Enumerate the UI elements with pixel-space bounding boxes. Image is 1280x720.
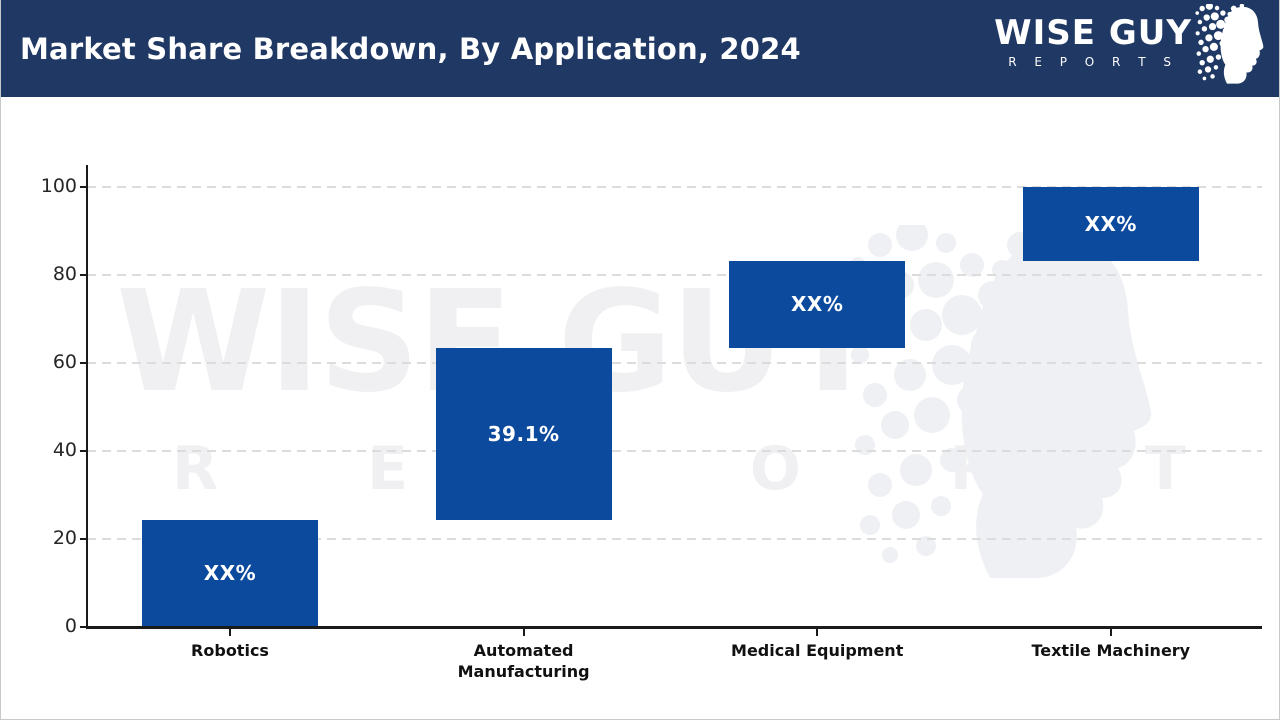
bar-value-label-medical-equipment: XX%: [790, 292, 844, 317]
x-tick-medical-equipment: [816, 629, 819, 636]
category-label-automated-manufacturing: Automated Manufacturing: [457, 641, 590, 681]
bar-value-label-textile-machinery: XX%: [1084, 212, 1137, 237]
y-tick-label-60: 60: [52, 351, 77, 373]
gridline-60: [87, 362, 1262, 364]
page-title: Market Share Breakdown, By Application, …: [20, 31, 801, 66]
bar-textile-machinery: XX%: [1022, 187, 1199, 262]
header-band: Market Share Breakdown, By Application, …: [0, 0, 1280, 97]
wiseguy-face-icon: [1195, 4, 1264, 84]
y-tick-60: [80, 362, 87, 364]
gridline-100: [87, 186, 1262, 188]
category-label-textile-machinery: Textile Machinery: [1031, 641, 1191, 660]
x-axis-line: [86, 626, 1262, 629]
x-tick-textile-machinery: [1109, 629, 1112, 636]
y-tick-label-80: 80: [52, 263, 77, 285]
x-tick-automated-manufacturing: [522, 629, 525, 636]
wiseguy-logo: WISE GUY R E P O R T S: [994, 14, 1192, 69]
category-label-robotics: Robotics: [191, 641, 269, 660]
chart-plot-area: WISE GUY R E P O R T S 020406080100XX%Ro…: [0, 97, 1280, 720]
y-tick-20: [80, 538, 87, 540]
bar-value-label-automated-manufacturing: 39.1%: [487, 421, 560, 446]
gridline-80: [87, 274, 1262, 276]
gridline-20: [87, 538, 1262, 540]
y-tick-100: [80, 186, 87, 188]
y-axis-line: [86, 165, 88, 629]
y-tick-80: [80, 274, 87, 276]
bar-robotics: XX%: [142, 519, 318, 627]
y-tick-label-20: 20: [52, 527, 77, 549]
bar-automated-manufacturing: 39.1%: [435, 347, 612, 520]
logo-wordmark: WISE GUY: [994, 13, 1192, 53]
bar-medical-equipment: XX%: [729, 261, 906, 348]
x-tick-robotics: [229, 629, 231, 636]
watermark-face-icon: [850, 225, 1152, 579]
category-label-medical-equipment: Medical Equipment: [731, 641, 904, 660]
y-tick-label-100: 100: [40, 175, 77, 197]
y-tick-label-40: 40: [52, 439, 77, 461]
y-tick-0: [80, 626, 87, 628]
logo-subtitle: R E P O R T S: [1008, 55, 1178, 69]
gridline-40: [87, 450, 1262, 452]
bar-value-label-robotics: XX%: [203, 561, 257, 586]
y-tick-label-0: 0: [64, 615, 77, 637]
y-tick-40: [80, 450, 87, 452]
